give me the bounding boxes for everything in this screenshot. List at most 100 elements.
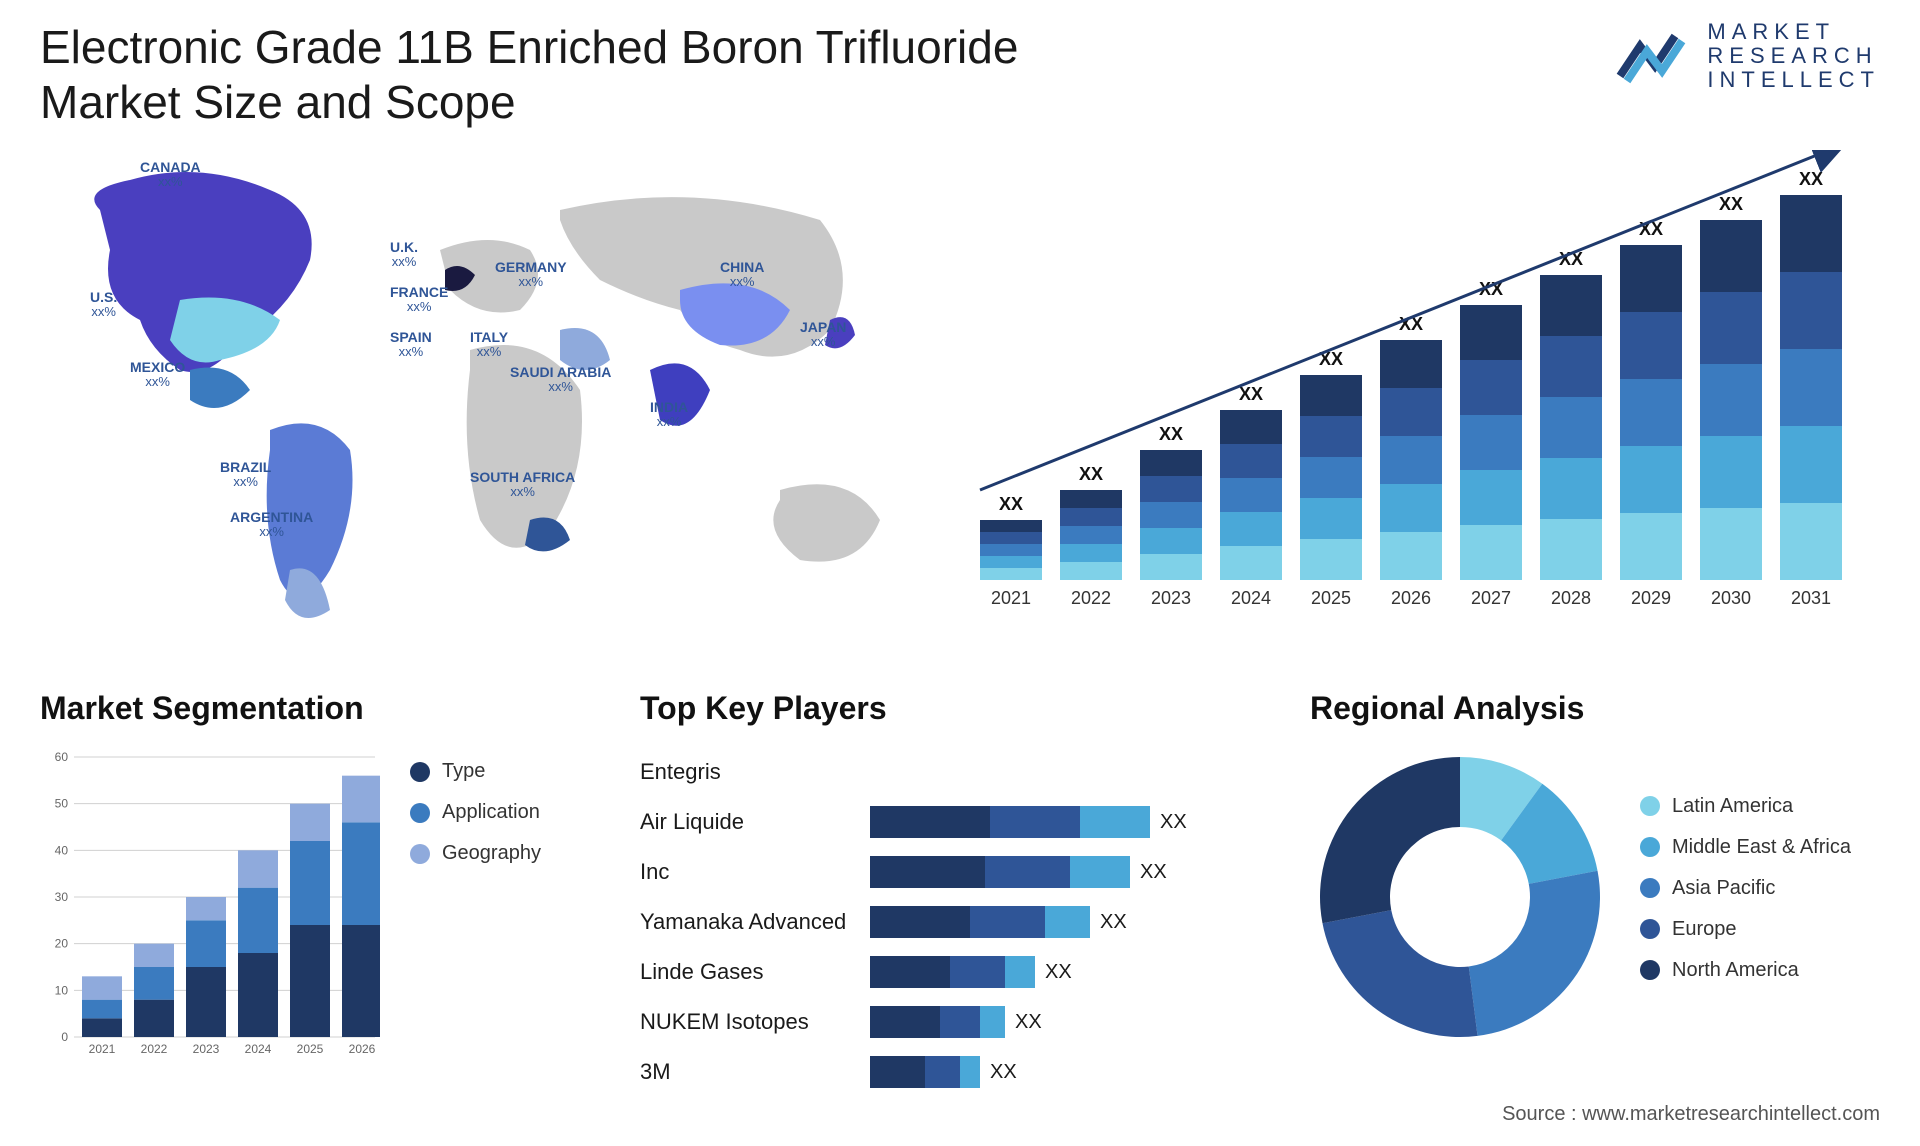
- keyplayers-title: Top Key Players: [640, 690, 1260, 727]
- growth-bar-label: XX: [1239, 384, 1263, 404]
- kp-value-label: XX: [1160, 811, 1187, 834]
- kp-bar-segment: [980, 1006, 1005, 1038]
- logo-line1: MARKET: [1707, 20, 1880, 44]
- kp-bar-segment: [950, 956, 1005, 988]
- legend-dot-icon: [1640, 878, 1660, 898]
- keyplayer-row: Air Liquide XX: [640, 797, 1260, 847]
- legend-label: Geography: [442, 842, 541, 865]
- growth-year-label: 2024: [1231, 588, 1271, 608]
- map-label: GERMANYxx%: [495, 260, 567, 290]
- map-label: CANADAxx%: [140, 160, 201, 190]
- svg-text:2025: 2025: [297, 1042, 324, 1056]
- keyplayer-row: Yamanaka Advanced XX: [640, 897, 1260, 947]
- legend-label: Europe: [1672, 918, 1737, 941]
- kp-name: Air Liquide: [640, 809, 870, 835]
- legend-dot-icon: [410, 844, 430, 864]
- map-label: SOUTH AFRICAxx%: [470, 470, 575, 500]
- map-label: U.K.xx%: [390, 240, 418, 270]
- growth-year-label: 2030: [1711, 588, 1751, 608]
- growth-bar-label: XX: [1799, 169, 1823, 189]
- svg-text:30: 30: [55, 890, 69, 904]
- kp-value-label: XX: [1140, 861, 1167, 884]
- growth-bar-label: XX: [999, 494, 1023, 514]
- kp-name: Yamanaka Advanced: [640, 909, 870, 935]
- segmentation-section: Market Segmentation 01020304050602021202…: [40, 690, 600, 1067]
- logo-line2: RESEARCH: [1707, 44, 1880, 68]
- svg-text:2021: 2021: [89, 1042, 116, 1056]
- svg-text:60: 60: [55, 750, 69, 764]
- donut-slice: [1322, 910, 1477, 1037]
- world-map: CANADAxx%U.S.xx%MEXICOxx%BRAZILxx%ARGENT…: [40, 150, 920, 650]
- growth-bar-label: XX: [1159, 424, 1183, 444]
- kp-bar-segment: [960, 1056, 980, 1088]
- keyplayers-section: Top Key Players EntegrisAir LiquideXXInc…: [640, 690, 1260, 1097]
- growth-year-label: 2031: [1791, 588, 1831, 608]
- map-label: JAPANxx%: [800, 320, 846, 350]
- keyplayer-row: IncXX: [640, 847, 1260, 897]
- keyplayer-row: 3MXX: [640, 1047, 1260, 1097]
- growth-bar-label: XX: [1719, 194, 1743, 214]
- svg-text:2023: 2023: [193, 1042, 220, 1056]
- legend-item: Geography: [410, 842, 541, 865]
- map-label: MEXICOxx%: [130, 360, 185, 390]
- kp-bar-segment: [985, 856, 1070, 888]
- map-label: SAUDI ARABIAxx%: [510, 365, 611, 395]
- kp-name: Linde Gases: [640, 959, 870, 985]
- kp-bar-segment: [870, 856, 985, 888]
- legend-dot-icon: [1640, 837, 1660, 857]
- kp-bar-segment: [870, 1006, 940, 1038]
- kp-value-label: XX: [1045, 961, 1072, 984]
- regional-legend: Latin AmericaMiddle East & AfricaAsia Pa…: [1640, 795, 1851, 1000]
- keyplayer-row: Entegris: [640, 747, 1260, 797]
- donut-slice: [1469, 871, 1600, 1036]
- legend-label: Application: [442, 801, 540, 824]
- legend-item: Asia Pacific: [1640, 877, 1851, 900]
- map-label: BRAZILxx%: [220, 460, 271, 490]
- svg-text:2024: 2024: [245, 1042, 272, 1056]
- legend-label: Asia Pacific: [1672, 877, 1775, 900]
- growth-bar-label: XX: [1079, 464, 1103, 484]
- map-label: FRANCExx%: [390, 285, 448, 315]
- page-title: Electronic Grade 11B Enriched Boron Trif…: [40, 20, 1040, 130]
- regional-section: Regional Analysis Latin AmericaMiddle Ea…: [1310, 690, 1880, 1047]
- legend-item: Application: [410, 801, 541, 824]
- kp-bar-segment: [1045, 906, 1090, 938]
- growth-year-label: 2029: [1631, 588, 1671, 608]
- keyplayer-row: Linde Gases XX: [640, 947, 1260, 997]
- growth-year-label: 2027: [1471, 588, 1511, 608]
- keyplayer-row: NUKEM IsotopesXX: [640, 997, 1260, 1047]
- kp-bar-segment: [870, 956, 950, 988]
- legend-dot-icon: [1640, 796, 1660, 816]
- svg-text:20: 20: [55, 937, 69, 951]
- source-attribution: Source : www.marketresearchintellect.com: [1502, 1103, 1880, 1126]
- growth-bar-chart: XX2021XX2022XX2023XX2024XX2025XX2026XX20…: [960, 150, 1880, 620]
- legend-dot-icon: [410, 803, 430, 823]
- legend-dot-icon: [410, 762, 430, 782]
- donut-slice: [1320, 757, 1460, 923]
- kp-bar-segment: [1005, 956, 1035, 988]
- legend-label: Middle East & Africa: [1672, 836, 1851, 859]
- kp-bar-segment: [940, 1006, 980, 1038]
- map-label: CHINAxx%: [720, 260, 764, 290]
- logo-icon: [1615, 26, 1695, 86]
- legend-dot-icon: [1640, 919, 1660, 939]
- kp-value-label: XX: [1100, 911, 1127, 934]
- growth-year-label: 2023: [1151, 588, 1191, 608]
- growth-year-label: 2026: [1391, 588, 1431, 608]
- svg-text:2022: 2022: [141, 1042, 168, 1056]
- kp-value-label: XX: [990, 1061, 1017, 1084]
- svg-text:50: 50: [55, 797, 69, 811]
- regional-title: Regional Analysis: [1310, 690, 1880, 727]
- growth-year-label: 2028: [1551, 588, 1591, 608]
- map-label: ITALYxx%: [470, 330, 508, 360]
- map-label: U.S.xx%: [90, 290, 117, 320]
- kp-value-label: XX: [1015, 1011, 1042, 1034]
- kp-bar-segment: [870, 1056, 925, 1088]
- brand-logo: MARKET RESEARCH INTELLECT: [1615, 20, 1880, 93]
- kp-bar-segment: [870, 906, 970, 938]
- kp-name: Entegris: [640, 759, 870, 785]
- kp-bar-segment: [1080, 806, 1150, 838]
- kp-bar-segment: [870, 806, 990, 838]
- map-label: INDIAxx%: [650, 400, 688, 430]
- segmentation-title: Market Segmentation: [40, 690, 600, 727]
